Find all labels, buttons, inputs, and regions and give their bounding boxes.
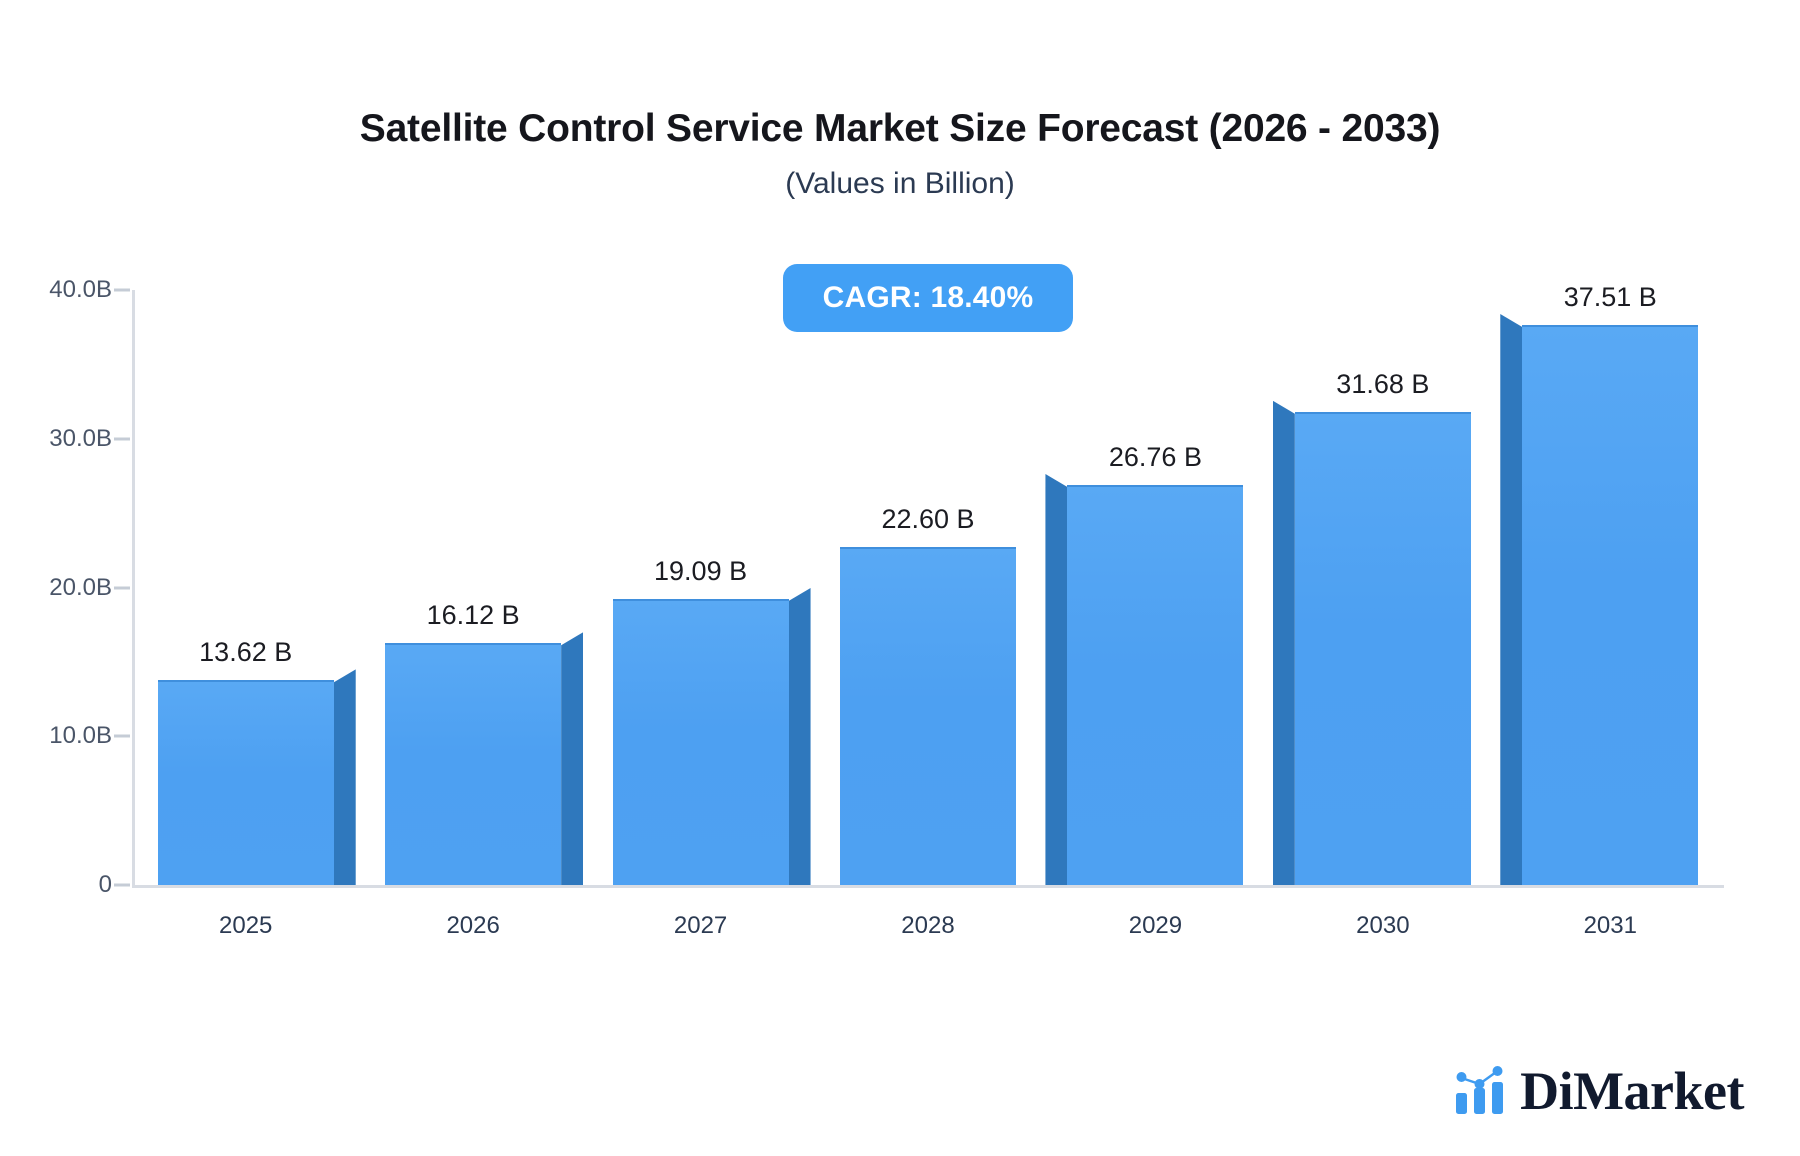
- bar[interactable]: 37.51 B: [1500, 282, 1699, 885]
- bar[interactable]: 19.09 B: [612, 556, 811, 885]
- bar-front-face: [1067, 484, 1244, 885]
- bar-value-label: 26.76 B: [1108, 441, 1202, 472]
- bar-series: 13.62 B 16.12 B 19.09 B 22.60 B 26.76 B 31.68…: [132, 282, 1724, 885]
- bar-chart-logo-icon: [1456, 1066, 1504, 1114]
- bar-front-face: [157, 680, 334, 885]
- x-axis-tick-label: 2025: [219, 912, 273, 939]
- bar-side-face: [333, 669, 356, 885]
- y-axis-tick-mark: [114, 437, 130, 441]
- bar-front-face: [385, 643, 562, 885]
- bar[interactable]: 22.60 B: [840, 504, 1016, 885]
- x-axis-tick-label: 2029: [1128, 912, 1183, 939]
- x-axis-tick-label: 2026: [446, 912, 500, 939]
- y-axis-tick-mark: [114, 883, 130, 887]
- bar-value-label: 19.09 B: [654, 556, 748, 587]
- bar[interactable]: 31.68 B: [1272, 369, 1471, 885]
- y-axis-tick-mark: [114, 586, 130, 589]
- bar-front-face: [1522, 325, 1699, 885]
- bar-value-label: 13.62 B: [199, 637, 293, 668]
- chart-header: Satellite Control Service Market Size Fo…: [0, 107, 1800, 200]
- y-axis-line: [132, 290, 135, 885]
- chart-title: Satellite Control Service Market Size Fo…: [359, 107, 1441, 150]
- bar[interactable]: 16.12 B: [385, 600, 584, 885]
- bar-front-face: [840, 546, 1016, 885]
- plot-area: 13.62 B 16.12 B 19.09 B 22.60 B 26.76 B 31.68…: [132, 282, 1724, 888]
- bar-value-label: 37.51 B: [1563, 282, 1657, 313]
- y-axis-tick-label: 40.0B: [49, 276, 112, 303]
- bar[interactable]: 13.62 B: [157, 637, 356, 885]
- bar-side-face: [1272, 400, 1295, 885]
- bar-value-label: 31.68 B: [1336, 368, 1430, 399]
- bar-value-label: 22.60 B: [881, 503, 975, 534]
- y-axis-tick-label: 20.0B: [49, 573, 112, 601]
- x-axis-line: [132, 885, 1724, 888]
- bar-value-label: 16.12 B: [426, 600, 520, 631]
- y-axis-tick-mark: [114, 288, 130, 292]
- x-axis-tick-label: 2028: [901, 912, 955, 939]
- y-axis-tick-mark: [114, 734, 130, 738]
- bar-side-face: [1045, 473, 1068, 885]
- y-axis-tick-label: 0: [98, 871, 112, 898]
- brand-logo-text: DiMarket: [1520, 1061, 1744, 1121]
- x-axis-tick-label: 2027: [673, 912, 728, 939]
- y-axis-tick-label: 10.0B: [49, 722, 112, 750]
- bar-front-face: [612, 599, 789, 885]
- bar-front-face: [1294, 411, 1471, 885]
- brand-logo: DiMarket: [1454, 1064, 1744, 1118]
- x-axis-tick-label: 2030: [1356, 912, 1410, 939]
- x-axis-tick-label: 2031: [1583, 912, 1637, 939]
- y-axis-tick-label: 30.0B: [49, 424, 112, 452]
- cagr-badge: CAGR: 18.40%: [783, 264, 1073, 332]
- bar-side-face: [561, 632, 584, 885]
- chart-subtitle: (Values in Billion): [785, 166, 1015, 200]
- bar-side-face: [1500, 314, 1523, 885]
- bar-side-face: [788, 588, 811, 885]
- bar[interactable]: 26.76 B: [1045, 442, 1244, 885]
